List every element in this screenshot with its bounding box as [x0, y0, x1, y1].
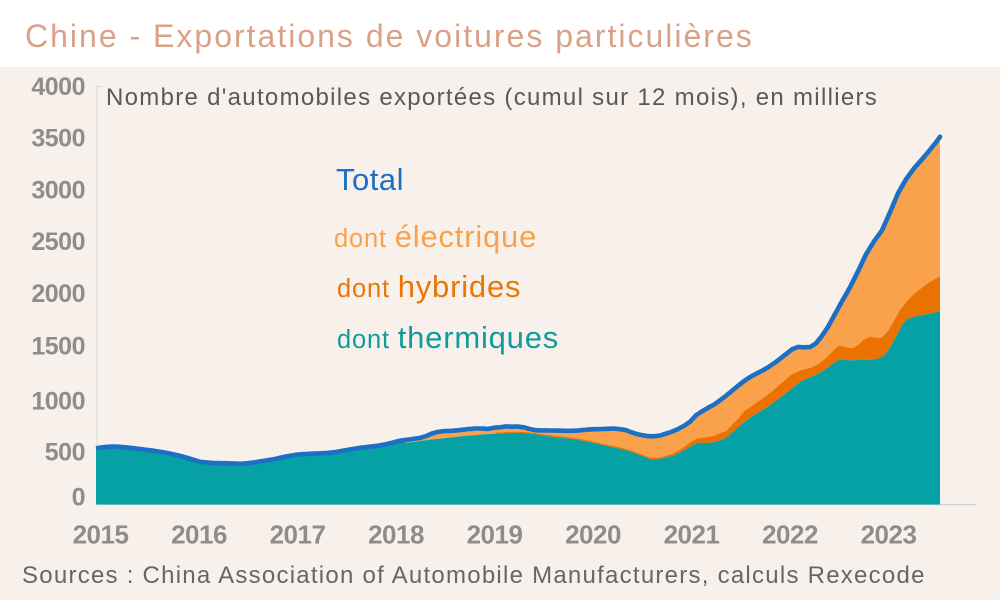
- svg-text:4000: 4000: [31, 73, 85, 101]
- svg-text:2021: 2021: [664, 520, 720, 550]
- svg-text:500: 500: [45, 439, 85, 467]
- svg-text:Sources : China Association of: Sources : China Association of Automobil…: [22, 562, 926, 589]
- svg-text:2018: 2018: [368, 520, 424, 550]
- svg-text:Nombre d'automobiles exportées: Nombre d'automobiles exportées (cumul su…: [106, 84, 878, 111]
- svg-text:3500: 3500: [31, 125, 85, 153]
- svg-text:2022: 2022: [762, 520, 818, 550]
- svg-text:2017: 2017: [270, 520, 326, 550]
- svg-text:dont hybrides: dont hybrides: [337, 269, 521, 304]
- svg-text:2000: 2000: [31, 280, 85, 308]
- svg-text:Chine - Exportations de voitur: Chine - Exportations de voitures particu…: [25, 18, 754, 54]
- svg-text:2500: 2500: [31, 228, 85, 256]
- svg-text:2015: 2015: [73, 520, 129, 550]
- svg-text:2019: 2019: [467, 520, 523, 550]
- svg-text:dont thermiques: dont thermiques: [337, 320, 559, 355]
- svg-text:0: 0: [72, 484, 85, 512]
- svg-text:1500: 1500: [31, 333, 85, 361]
- svg-text:3000: 3000: [31, 177, 85, 205]
- svg-text:2016: 2016: [171, 520, 227, 550]
- svg-text:Total: Total: [336, 162, 404, 197]
- svg-text:2020: 2020: [565, 520, 621, 550]
- svg-text:1000: 1000: [31, 387, 85, 415]
- svg-text:2023: 2023: [861, 520, 917, 550]
- svg-text:dont électrique: dont électrique: [334, 219, 537, 254]
